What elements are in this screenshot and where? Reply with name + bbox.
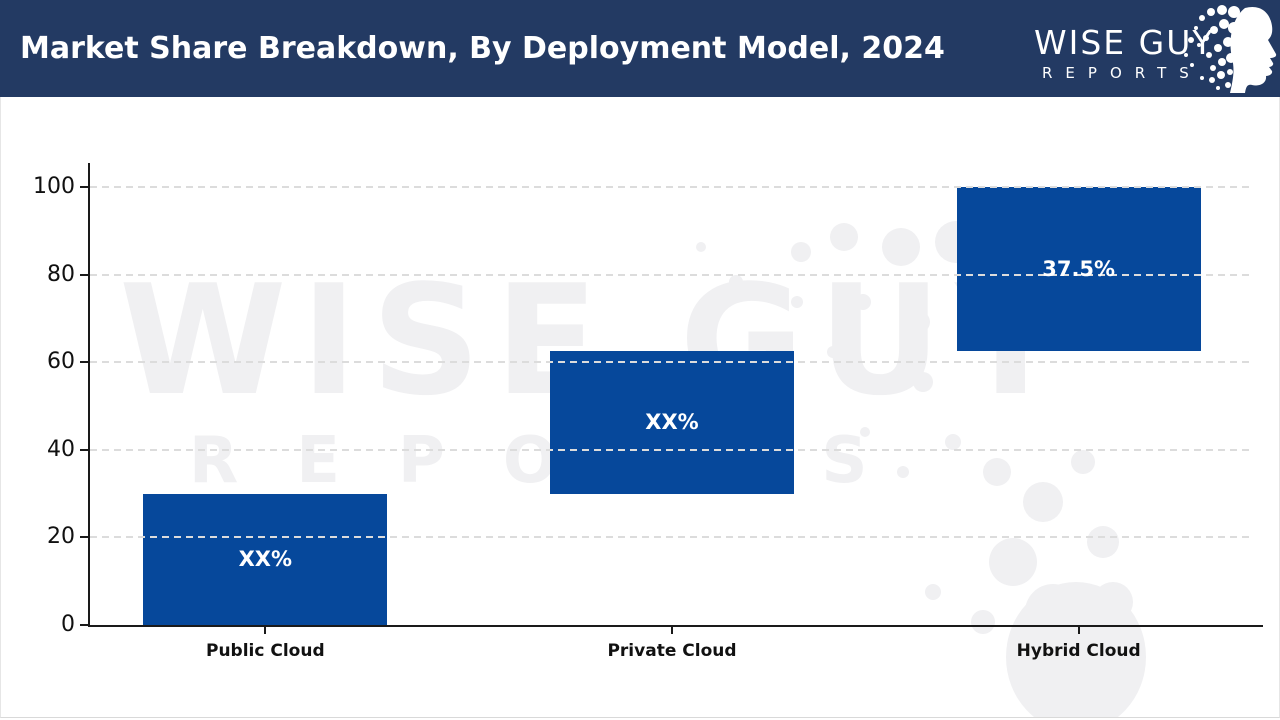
bar-hybrid-cloud [956,187,1201,352]
y-axis-tick-label: 20 [47,524,75,550]
logo-face-icon [1230,6,1277,94]
y-tick-0 [80,624,89,626]
logo-tagline-text: REPORTS [1042,64,1202,82]
wise-guy-logo: WISE GUY REPORTS [1034,5,1277,94]
y-tick-60 [80,361,89,364]
x-axis-spine [88,625,1263,627]
x-axis-label: Hybrid Cloud [1016,641,1141,661]
x-tick-0 [264,627,267,634]
x-tick-2 [1077,627,1080,634]
gridline-100 [90,186,1253,188]
bar-public-cloud [143,493,388,625]
gridline-20 [90,536,1253,539]
bar-private-cloud [550,351,794,494]
y-axis-spine [88,163,90,627]
gridline-80 [90,273,1253,276]
header-bar: Market Share Breakdown, By Deployment Mo… [0,0,1280,97]
logo-brand-text: WISE GUY [1034,23,1215,62]
bar-value-label: XX% [238,547,293,572]
y-axis-tick-label: 60 [47,349,75,375]
page-title: Market Share Breakdown, By Deployment Mo… [20,31,945,66]
y-axis-tick-label: 0 [61,612,75,637]
y-tick-20 [80,536,89,539]
bar-value-label: XX% [645,410,699,435]
y-axis-tick-label: 80 [47,261,75,287]
bar-value-label: 37.5% [1042,257,1116,282]
y-axis-tick-label: 40 [47,436,75,462]
y-tick-100 [80,186,89,188]
gridline-40 [90,448,1253,451]
x-axis-label: Private Cloud [607,641,737,661]
x-axis-label: Public Cloud [206,641,325,661]
y-tick-80 [80,273,89,276]
x-tick-1 [671,627,673,634]
gridline-60 [90,361,1253,364]
y-tick-40 [80,448,89,451]
y-axis-tick-label: 100 [33,174,75,199]
